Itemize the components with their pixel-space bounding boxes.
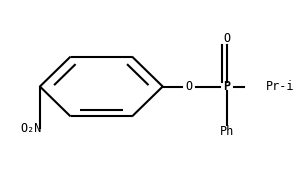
Text: O: O <box>223 31 231 45</box>
Text: P: P <box>223 80 231 93</box>
Text: O₂N: O₂N <box>20 121 41 135</box>
Text: O: O <box>185 80 192 93</box>
Text: Pr-i: Pr-i <box>266 80 295 93</box>
Text: Ph: Ph <box>220 125 234 138</box>
